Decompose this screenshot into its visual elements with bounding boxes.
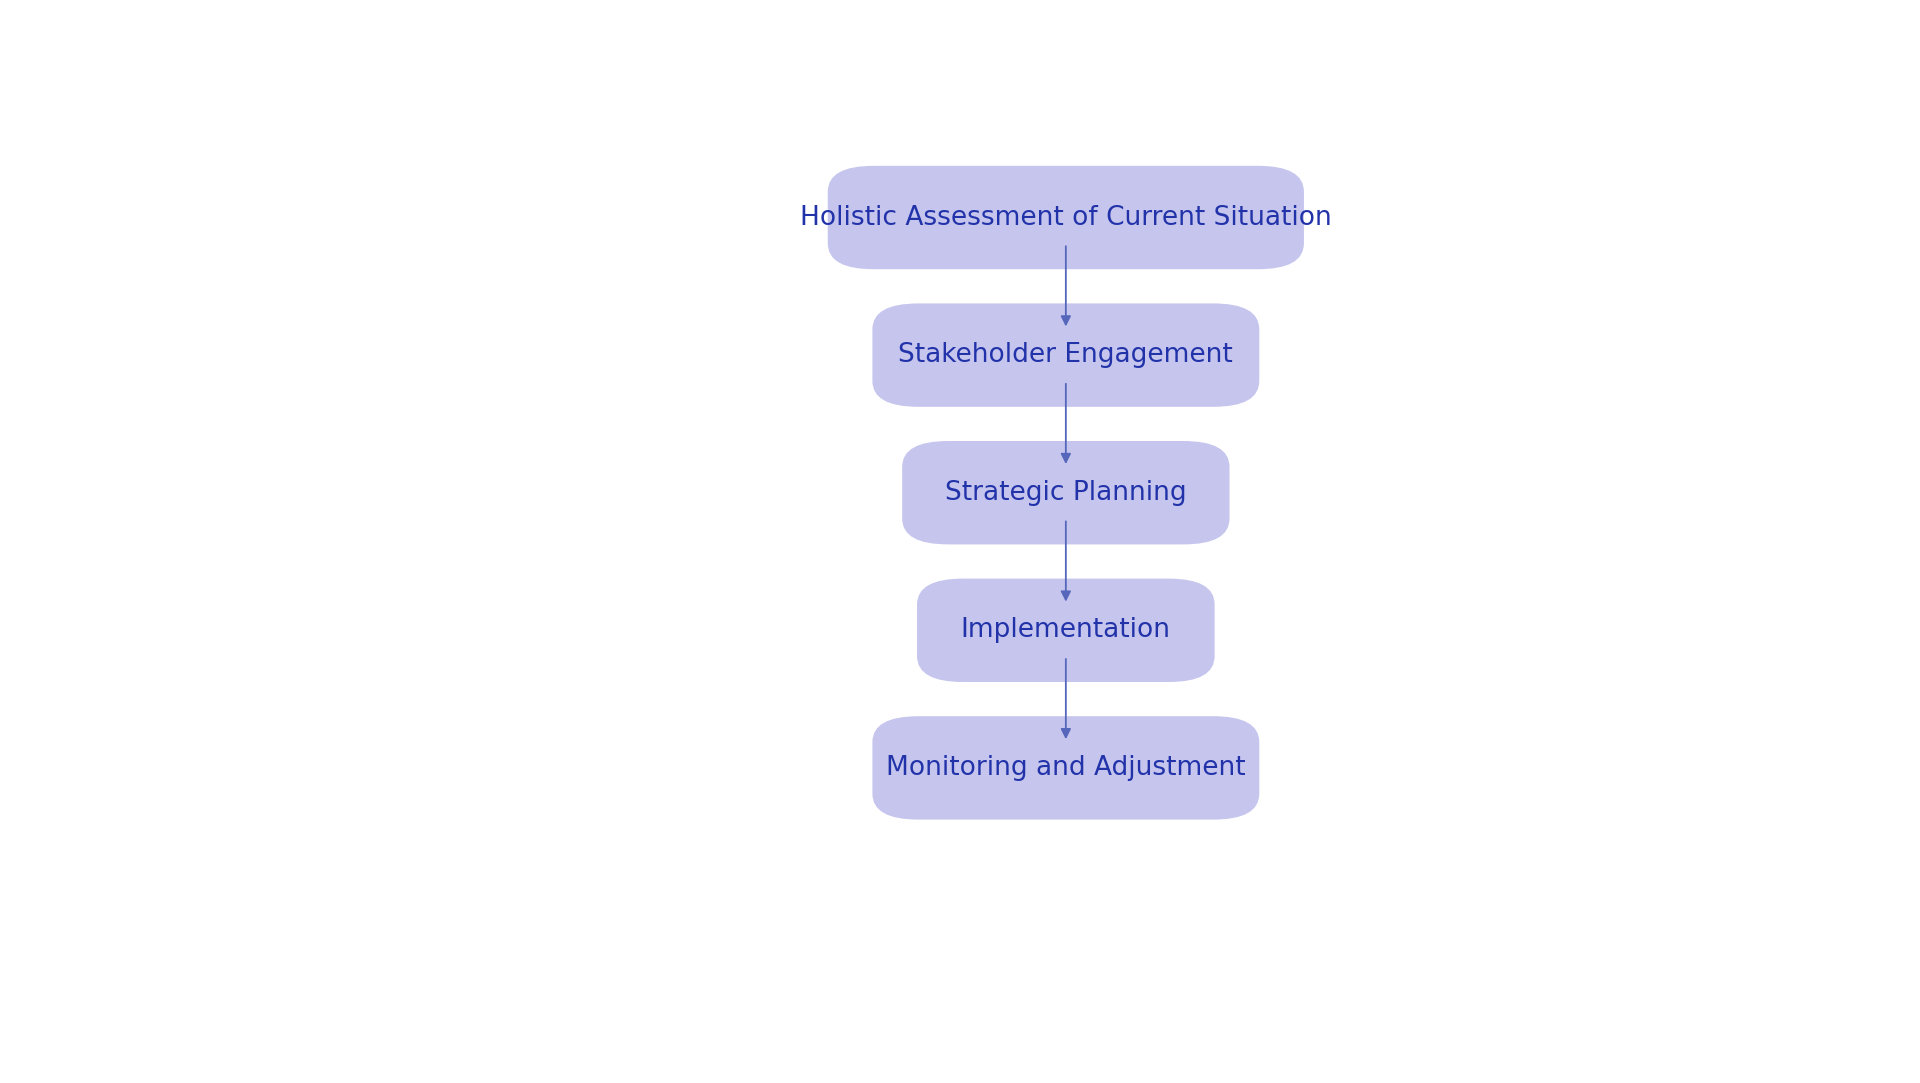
FancyBboxPatch shape [902, 441, 1229, 545]
FancyBboxPatch shape [872, 716, 1260, 820]
Text: Holistic Assessment of Current Situation: Holistic Assessment of Current Situation [801, 205, 1332, 231]
Text: Implementation: Implementation [960, 617, 1171, 643]
Text: Monitoring and Adjustment: Monitoring and Adjustment [885, 755, 1246, 781]
FancyBboxPatch shape [828, 166, 1304, 270]
FancyBboxPatch shape [872, 303, 1260, 407]
Text: Strategic Planning: Strategic Planning [945, 480, 1187, 506]
Text: Stakeholder Engagement: Stakeholder Engagement [899, 342, 1233, 368]
FancyBboxPatch shape [918, 578, 1215, 682]
